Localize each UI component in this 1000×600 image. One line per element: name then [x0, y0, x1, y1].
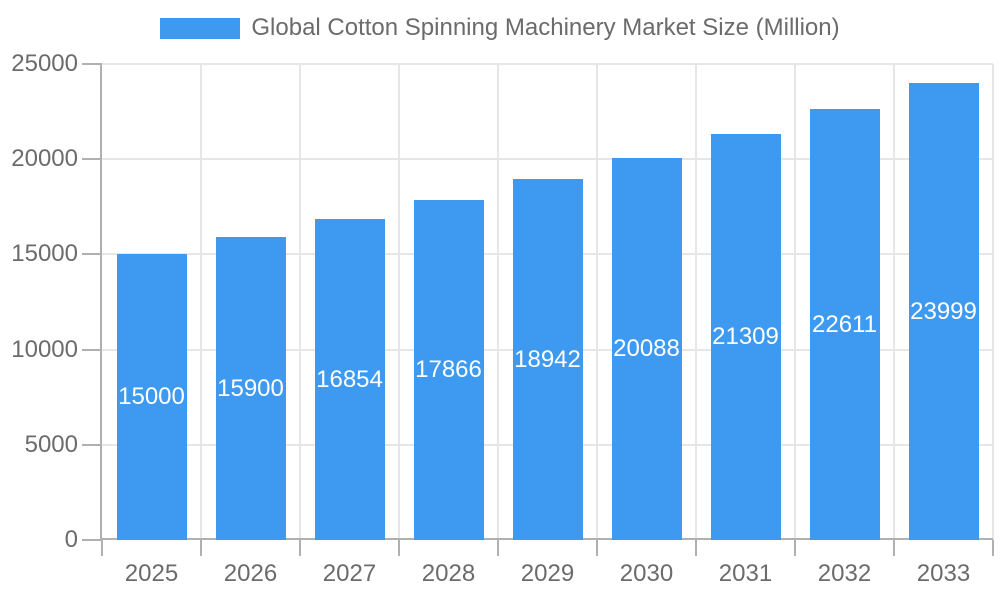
x-gridline — [398, 64, 400, 540]
x-axis-tick-label: 2026 — [223, 560, 278, 587]
bar-value-label: 15000 — [118, 383, 185, 411]
x-axis-tick-label: 2033 — [916, 560, 971, 587]
y-axis-tick-label: 0 — [64, 526, 78, 553]
y-gridline — [102, 63, 993, 65]
x-axis-tick — [200, 540, 202, 556]
x-gridline — [299, 64, 301, 540]
bar — [116, 254, 187, 540]
y-axis-tick-label: 10000 — [11, 335, 78, 363]
bar — [314, 219, 385, 540]
x-axis-tick-label: 2029 — [520, 560, 575, 587]
legend-swatch — [160, 17, 241, 39]
x-gridline — [200, 64, 202, 540]
y-axis-tick — [82, 253, 102, 256]
y-axis-tick — [82, 443, 102, 446]
x-axis-tick-label: 2030 — [619, 560, 674, 587]
y-axis-line — [100, 64, 102, 540]
x-axis-tick — [794, 540, 796, 556]
x-axis-tick — [596, 540, 598, 556]
x-axis-tick-label: 2027 — [322, 560, 377, 587]
x-axis-tick — [101, 540, 103, 556]
x-axis-tick-label: 2032 — [817, 560, 872, 587]
y-axis-tick-label: 5000 — [24, 430, 78, 458]
bar-value-label: 22611 — [812, 310, 877, 338]
bar — [512, 179, 583, 540]
x-axis-tick — [398, 540, 400, 556]
y-axis-tick — [82, 158, 102, 161]
bar — [710, 134, 781, 540]
x-axis-tick-label: 2028 — [421, 560, 476, 587]
bar-value-label: 20088 — [613, 334, 680, 362]
y-gridline — [102, 158, 993, 161]
y-axis-tick-label: 20000 — [11, 145, 78, 173]
bar-value-label: 15900 — [217, 374, 284, 402]
x-axis-tick — [992, 540, 994, 556]
bar-value-label: 18942 — [514, 345, 581, 373]
bar-value-label: 23999 — [910, 297, 977, 325]
x-axis-tick — [497, 540, 499, 556]
x-axis-tick — [299, 540, 301, 556]
legend-label: Global Cotton Spinning Machinery Market … — [251, 14, 840, 41]
x-gridline — [695, 64, 697, 540]
y-axis-tick-label: 15000 — [11, 240, 78, 268]
bar — [611, 157, 682, 540]
bar — [413, 199, 484, 540]
x-gridline — [893, 64, 895, 540]
y-axis-tick — [82, 63, 102, 65]
bar — [908, 83, 979, 540]
x-gridline — [596, 64, 598, 540]
y-axis-tick-label: 25000 — [11, 50, 78, 77]
x-axis-tick — [695, 540, 697, 556]
y-axis-tick — [82, 539, 102, 541]
x-gridline — [992, 64, 994, 540]
x-axis-tick — [893, 540, 895, 556]
bar-value-label: 17866 — [415, 355, 482, 383]
x-axis-tick-label: 2025 — [124, 560, 179, 587]
bar-value-label: 21309 — [712, 323, 779, 351]
bar-value-label: 16854 — [316, 365, 383, 393]
y-axis-tick — [82, 348, 102, 351]
x-gridline — [794, 64, 796, 540]
bar — [215, 237, 286, 540]
x-axis-tick-label: 2031 — [718, 560, 773, 587]
chart-legend[interactable]: Global Cotton Spinning Machinery Market … — [0, 14, 1000, 42]
bar — [809, 109, 880, 540]
x-gridline — [497, 64, 499, 540]
